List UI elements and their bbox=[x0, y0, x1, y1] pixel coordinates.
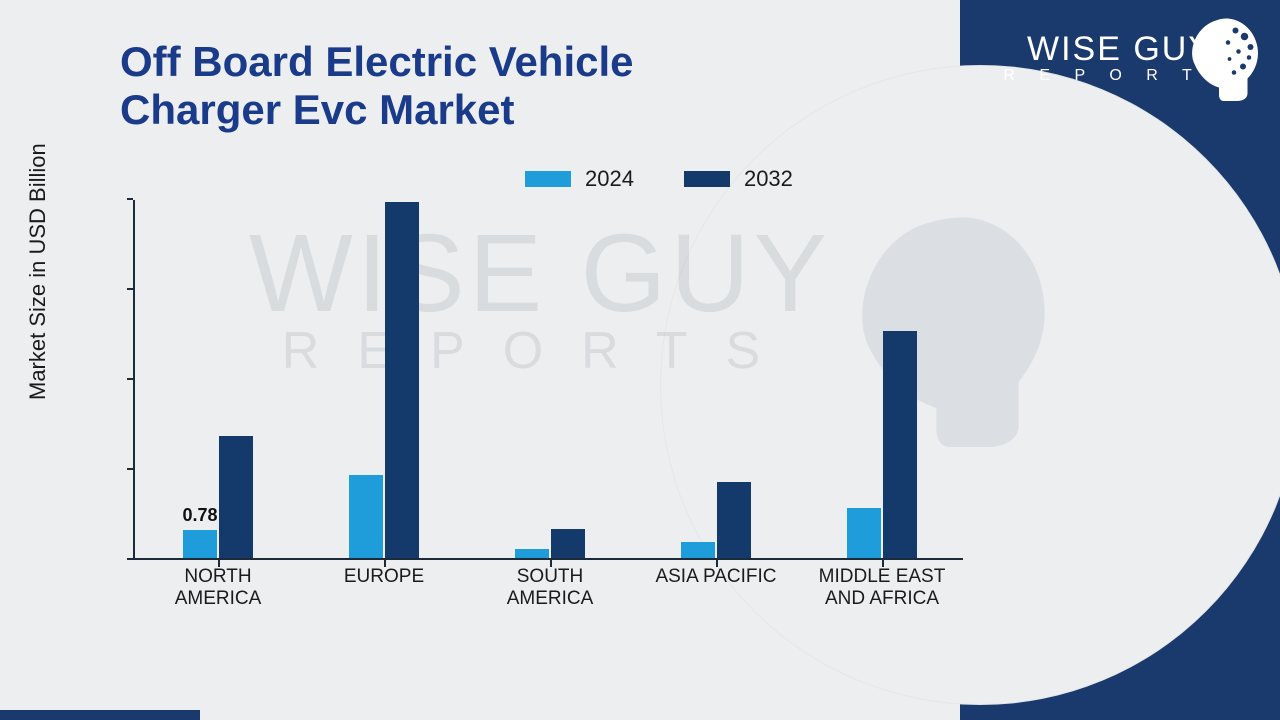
x-axis-category-label: NORTH AMERICA bbox=[143, 566, 293, 610]
x-axis-category-label: MIDDLE EAST AND AFRICA bbox=[807, 566, 957, 610]
bar-2024 bbox=[681, 542, 715, 558]
y-tick bbox=[127, 558, 133, 560]
x-axis-category-label: SOUTH AMERICA bbox=[475, 566, 625, 610]
x-axis-category-label: EUROPE bbox=[309, 566, 459, 588]
bottom-accent-strip bbox=[0, 710, 200, 720]
y-axis-line bbox=[133, 200, 135, 560]
bar-2032 bbox=[385, 202, 419, 558]
legend-swatch-2024 bbox=[525, 171, 571, 187]
y-tick bbox=[127, 468, 133, 470]
bar-2024 bbox=[847, 508, 881, 558]
bar-2032 bbox=[883, 331, 917, 558]
y-tick bbox=[127, 288, 133, 290]
chart-canvas: WISE GUY REPORTS WISE GUY R E P O R T S … bbox=[0, 0, 1280, 720]
chart-legend: 2024 2032 bbox=[525, 166, 793, 192]
bar-2024 bbox=[515, 549, 549, 558]
legend-swatch-2032 bbox=[684, 171, 730, 187]
bar-2024 bbox=[349, 475, 383, 558]
bar-group bbox=[641, 200, 791, 560]
bar-group bbox=[309, 200, 459, 560]
bar-group: 0.78 bbox=[143, 200, 293, 560]
legend-label-2032: 2032 bbox=[744, 166, 793, 192]
chart-title: Off Board Electric Vehicle Charger Evc M… bbox=[120, 38, 760, 135]
legend-item-2024: 2024 bbox=[525, 166, 634, 192]
x-axis-category-label: ASIA PACIFIC bbox=[641, 566, 791, 588]
bar-group bbox=[475, 200, 625, 560]
legend-item-2032: 2032 bbox=[684, 166, 793, 192]
logo-head-icon bbox=[1182, 14, 1262, 104]
y-tick bbox=[127, 378, 133, 380]
bar-2032 bbox=[551, 529, 585, 558]
bar-2032 bbox=[219, 436, 253, 558]
y-axis-label: Market Size in USD Billion bbox=[25, 143, 51, 400]
chart-area: Market Size in USD Billion 2024 2032 0.7… bbox=[85, 180, 985, 660]
plot-area: 0.78 bbox=[133, 200, 963, 560]
y-tick bbox=[127, 198, 133, 200]
x-axis-labels: NORTH AMERICA EUROPE SOUTH AMERICA ASIA PAC… bbox=[133, 562, 963, 682]
bar-2032 bbox=[717, 482, 751, 558]
bar-group bbox=[807, 200, 957, 560]
bar-2024 bbox=[183, 530, 217, 558]
legend-label-2024: 2024 bbox=[585, 166, 634, 192]
